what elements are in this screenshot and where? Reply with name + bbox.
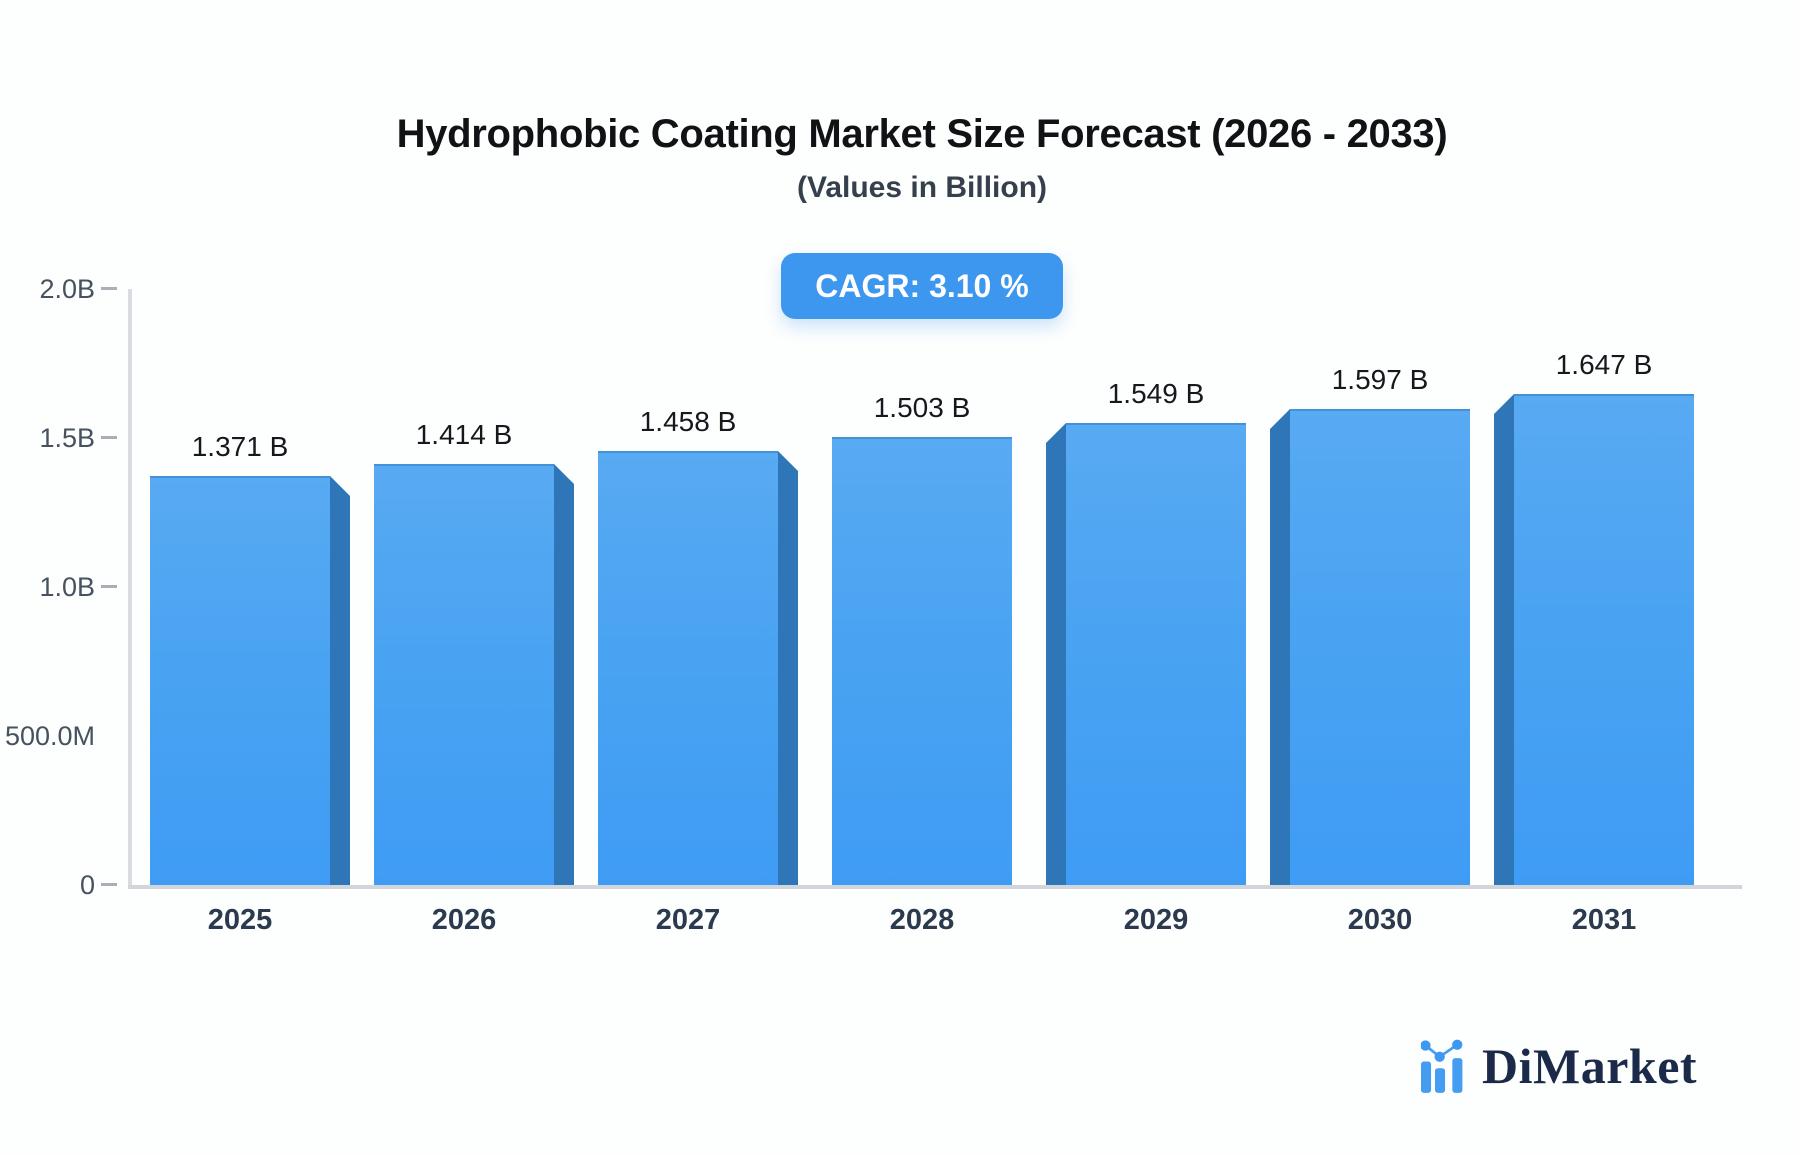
x-axis-label: 2026	[431, 904, 497, 936]
cagr-badge-row: CAGR: 3.10 %	[44, 253, 1800, 319]
value-label: 1.597 B	[1331, 364, 1429, 395]
chart-subtitle: (Values in Billion)	[796, 171, 1048, 204]
bar-2031	[1514, 394, 1694, 885]
value-label: 1.647 B	[1555, 349, 1653, 380]
y-tick-label: 2.0B	[39, 274, 95, 304]
x-axis-label: 2028	[889, 904, 955, 936]
y-tick-label: 500.0M	[4, 721, 95, 751]
y-tick-dash	[101, 883, 117, 886]
bar-2026-side	[554, 464, 574, 885]
bar-chart-logo-icon	[1421, 1039, 1463, 1093]
value-label: 1.503 B	[873, 392, 971, 423]
bar-2030	[1290, 409, 1470, 885]
bar-2029	[1066, 423, 1246, 885]
x-axis-label: 2030	[1347, 904, 1413, 936]
bar-2026	[374, 464, 554, 885]
x-axis-label: 2027	[655, 904, 721, 936]
x-axis-label: 2025	[207, 904, 273, 936]
y-tick-label: 1.0B	[39, 572, 95, 602]
bar-2031-side	[1494, 394, 1514, 885]
brand-logo: DiMarket	[1421, 1038, 1697, 1094]
bar-2025-side	[330, 476, 350, 885]
bar-2027-side	[778, 451, 798, 885]
bar-2030-side	[1270, 409, 1290, 885]
value-label: 1.549 B	[1107, 378, 1205, 409]
y-tick-label: 1.5B	[39, 423, 95, 453]
value-label: 1.414 B	[415, 419, 513, 450]
bar-2027	[598, 451, 778, 885]
bar-2029-side	[1046, 423, 1066, 885]
y-axis-line	[128, 289, 132, 885]
y-tick-dash	[101, 585, 117, 588]
bar-2028	[832, 437, 1012, 885]
value-label: 1.371 B	[191, 431, 289, 462]
x-axis-label: 2029	[1123, 904, 1189, 936]
brand-name: DiMarket	[1482, 1038, 1698, 1094]
y-tick-dash	[101, 287, 117, 290]
cagr-badge: CAGR: 3.10 %	[781, 253, 1063, 319]
chart-title: Hydrophobic Coating Market Size Forecast…	[396, 112, 1448, 156]
x-axis-line	[128, 885, 1742, 889]
bar-2025	[150, 476, 330, 885]
x-axis-label: 2031	[1571, 904, 1637, 936]
y-tick-label: 0	[79, 870, 95, 900]
value-label: 1.458 B	[639, 406, 737, 437]
y-tick-dash	[101, 436, 117, 439]
